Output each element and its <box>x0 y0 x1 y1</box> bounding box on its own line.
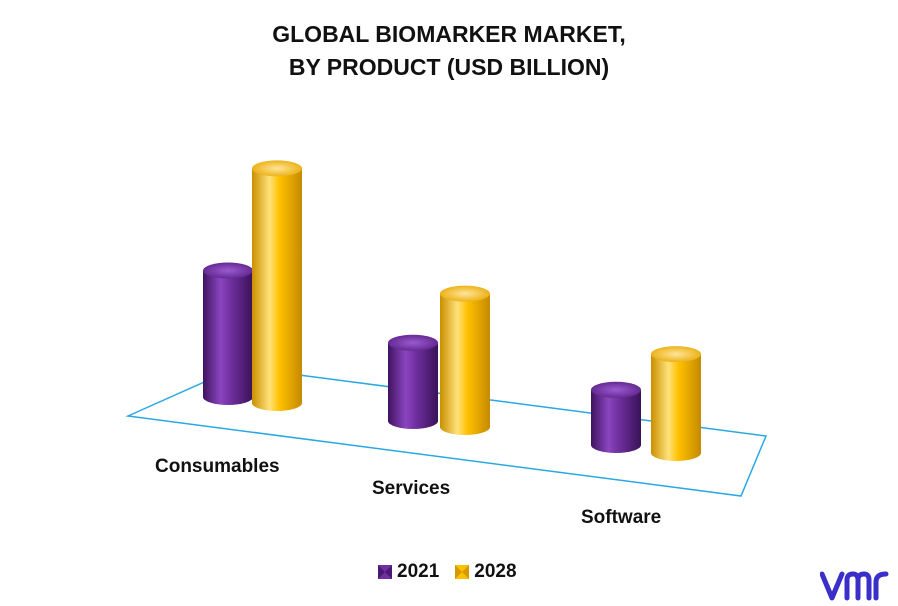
chart-title-line-2: BY PRODUCT (USD BILLION) <box>288 54 610 80</box>
bar-consumables-2028 <box>252 160 302 411</box>
legend-item-2028: 2028 <box>455 561 517 583</box>
legend-label-2028: 2028 <box>474 561 517 582</box>
chart-title-line-1: GLOBAL BIOMARKER MARKET, <box>272 21 626 47</box>
bar-consumables-2021 <box>203 262 253 405</box>
bar-software-2021 <box>591 381 641 453</box>
legend-swatch-2028 <box>455 565 470 579</box>
legend-item-2021: 2021 <box>378 561 439 583</box>
category-label-software: Software <box>581 507 662 528</box>
legend-label-2021: 2021 <box>397 561 440 582</box>
category-label-services: Services <box>372 478 451 499</box>
bar-software-2028 <box>651 346 701 461</box>
chart-legend: 2021 2028 <box>378 561 527 583</box>
category-label-consumables: Consumables <box>155 456 280 477</box>
chart-floor-plane <box>125 366 768 497</box>
legend-swatch-2021 <box>378 565 392 579</box>
bar-services-2028 <box>440 285 490 435</box>
bar-services-2021 <box>388 334 438 429</box>
vmr-logo <box>820 571 889 601</box>
